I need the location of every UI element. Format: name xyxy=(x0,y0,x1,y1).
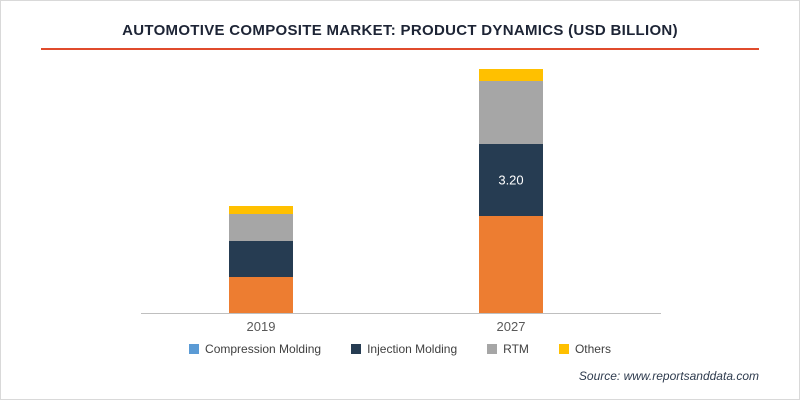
title-underline xyxy=(41,48,759,50)
x-axis-label: 2027 xyxy=(496,319,526,334)
legend-label: Compression Molding xyxy=(205,342,322,356)
bar-segment-compression-molding xyxy=(479,216,543,313)
legend-label: Injection Molding xyxy=(367,342,458,356)
legend-swatch xyxy=(558,344,569,354)
legend-swatch xyxy=(189,344,200,354)
legend-swatch xyxy=(351,344,362,354)
bar-segment-rtm xyxy=(229,214,293,241)
legend: Compression Molding Injection Molding RTM O… xyxy=(1,342,799,356)
bar-segment-others xyxy=(229,206,293,214)
legend-item-compression-molding: Compression Molding xyxy=(189,342,321,356)
legend-item-rtm: RTM xyxy=(487,342,529,356)
bar-segment-others xyxy=(479,68,543,82)
bar-segment-compression-molding xyxy=(229,277,293,313)
legend-swatch xyxy=(487,344,498,354)
source-credit: Source: www.reportsanddata.com xyxy=(578,369,759,383)
bar-value-label: 3.20 xyxy=(498,172,524,188)
legend-item-others: Others xyxy=(558,342,611,356)
bar-segment-injection-molding: 3.20 xyxy=(479,144,543,217)
bar-segment-injection-molding xyxy=(229,241,293,277)
plot-area: 2019 3.20 2027 xyxy=(141,61,661,334)
legend-label: RTM xyxy=(503,342,529,356)
legend-label: Others xyxy=(574,342,611,356)
chart-title: AUTOMOTIVE COMPOSITE MARKET: PRODUCT DYN… xyxy=(122,22,678,39)
legend-item-injection-molding: Injection Molding xyxy=(351,342,457,356)
x-axis-label: 2019 xyxy=(246,319,276,334)
bar-segment-rtm xyxy=(479,81,543,145)
